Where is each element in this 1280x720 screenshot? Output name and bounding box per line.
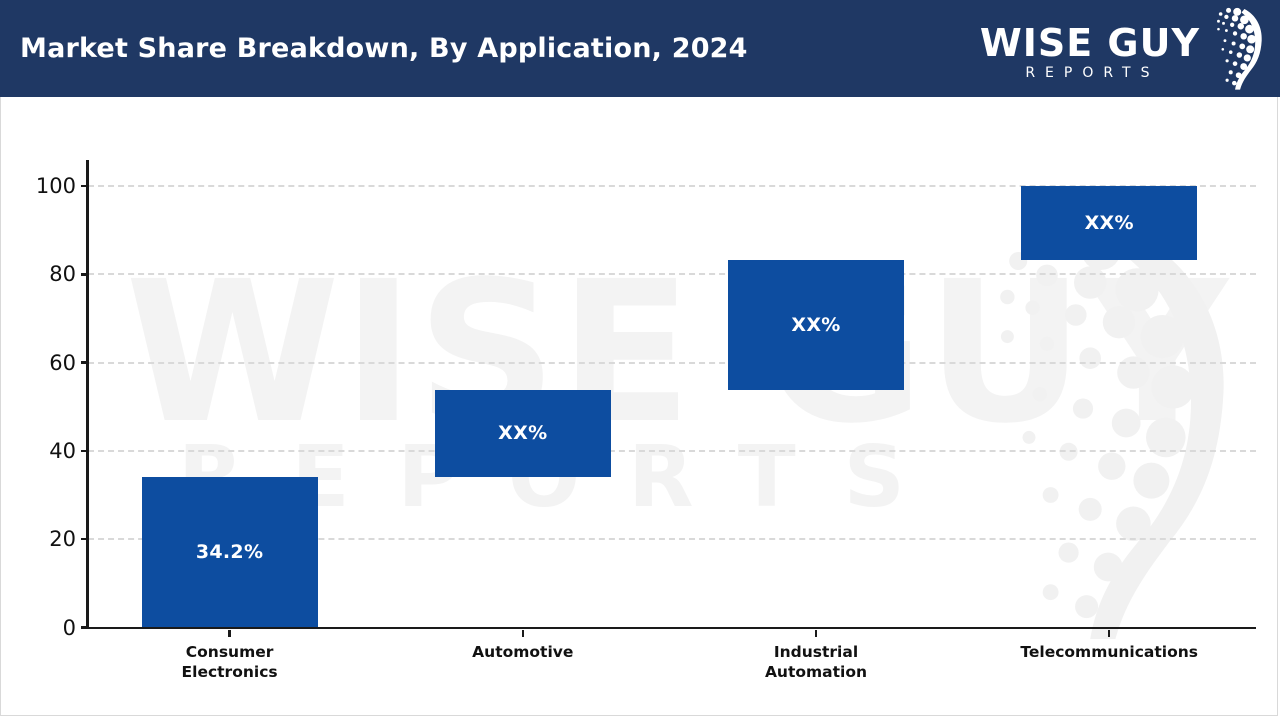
bar-value-label-consumer-electronics: 34.2% — [195, 540, 264, 563]
y-tick-label: 0 — [62, 615, 76, 640]
bar-telecommunications: XX% — [1021, 186, 1198, 261]
y-tick-label: 60 — [49, 350, 76, 375]
page-title: Market Share Breakdown, By Application, … — [20, 33, 748, 64]
gridline-80 — [88, 273, 1256, 276]
x-label-line: Consumer — [185, 642, 274, 661]
x-tick — [814, 629, 818, 637]
x-label-consumer-electronics: Consumer Electronics — [83, 642, 377, 682]
y-tick-label: 40 — [49, 438, 76, 463]
logo-line1: WISE GUY — [979, 21, 1200, 65]
y-tick — [81, 537, 88, 541]
gridline-40 — [88, 449, 1256, 452]
bar-consumer-electronics: 34.2% — [141, 476, 318, 628]
y-axis-line — [86, 160, 89, 629]
y-tick — [81, 184, 88, 188]
x-tick — [1107, 629, 1111, 637]
x-axis-line — [83, 626, 1256, 629]
x-label-line: Electronics — [181, 662, 278, 681]
logo-wordmark: WISE GUY REPORTS — [980, 24, 1200, 81]
bar-industrial-automation: XX% — [728, 260, 904, 390]
header: Market Share Breakdown, By Application, … — [0, 0, 1280, 97]
gridline-100 — [88, 185, 1256, 187]
bar-value-label-telecommunications: XX% — [1084, 212, 1134, 235]
y-tick — [81, 273, 88, 276]
gridline-60 — [88, 361, 1256, 364]
x-label-automotive: Automotive — [376, 642, 670, 662]
y-tick-label: 100 — [35, 174, 76, 198]
bar-value-label-automotive: XX% — [498, 422, 548, 445]
wise-guy-logo: WISE GUY REPORTS — [980, 6, 1266, 94]
x-label-line: Telecommunications — [1020, 642, 1199, 661]
bar-value-label-industrial-automation: XX% — [791, 313, 841, 336]
x-tick — [521, 629, 525, 637]
watermark-text: WISE GUY — [125, 239, 1230, 466]
logo-line2: REPORTS — [1025, 65, 1160, 81]
gridline-20 — [88, 538, 1256, 541]
y-tick — [81, 449, 88, 453]
x-label-industrial-automation: Industrial Automation — [669, 642, 963, 682]
x-tick — [228, 629, 231, 637]
x-label-line: Automation — [764, 662, 868, 681]
x-label-line: Industrial — [773, 642, 859, 661]
y-tick-label: 20 — [49, 527, 76, 552]
x-label-telecommunications: Telecommunications — [962, 642, 1256, 662]
y-tick — [81, 361, 88, 364]
watermark-head-icon — [1000, 230, 1224, 639]
y-tick-label: 80 — [49, 262, 76, 287]
logo-head-icon — [1217, 7, 1262, 90]
y-tick — [81, 626, 88, 629]
bar-automotive: XX% — [434, 389, 611, 477]
x-label-line: Automotive — [472, 642, 574, 661]
